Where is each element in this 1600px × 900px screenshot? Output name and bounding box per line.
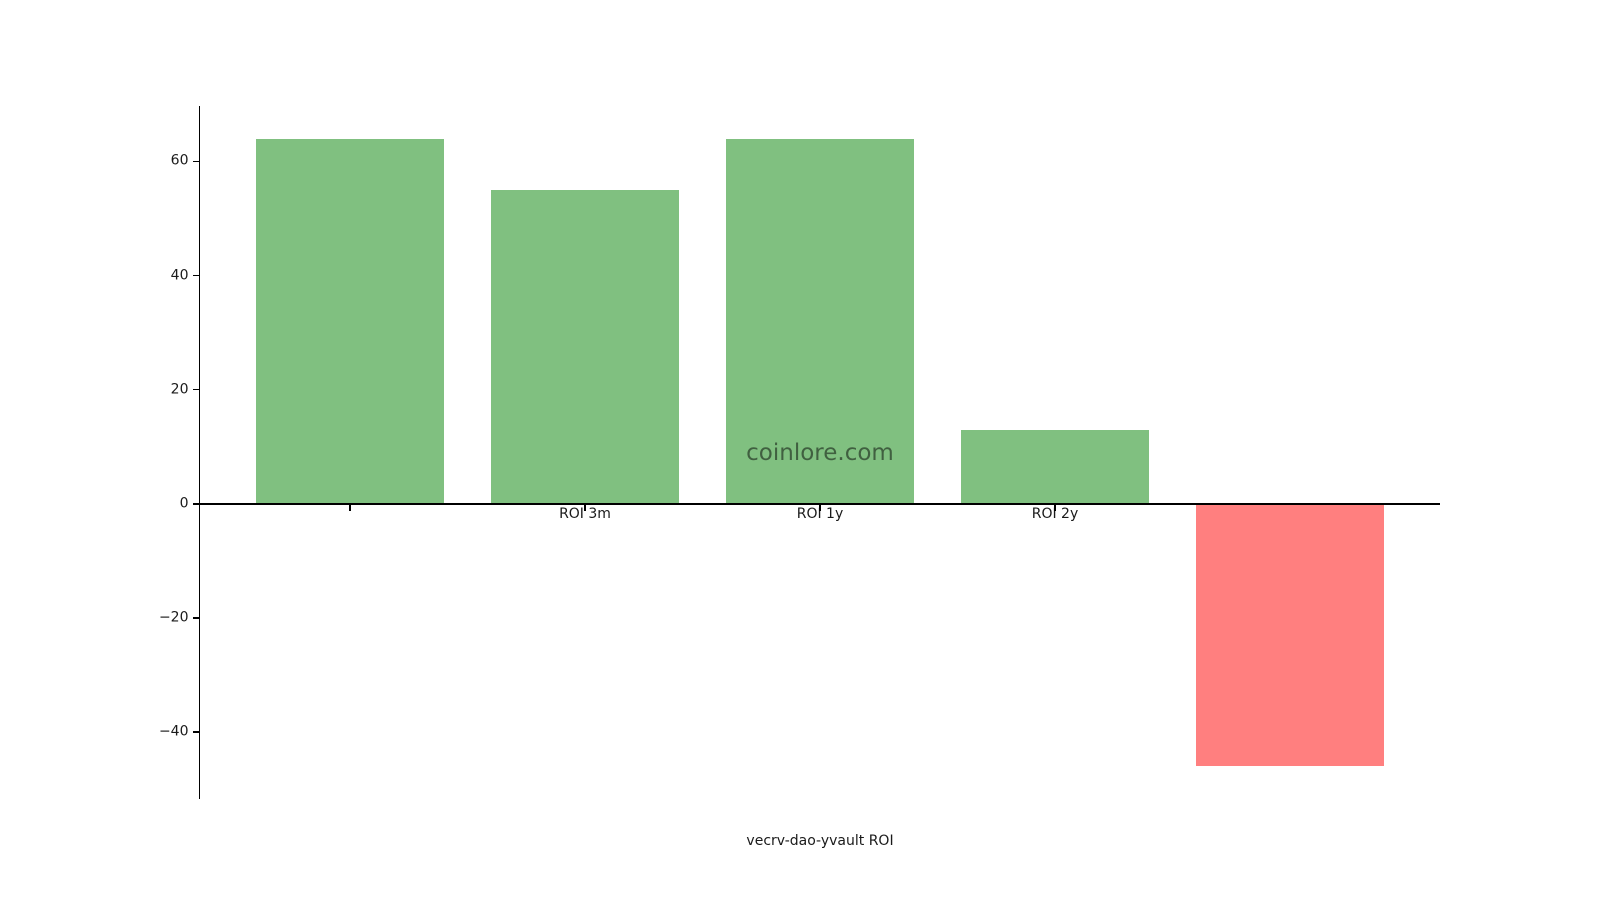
bar-roi-2y bbox=[961, 429, 1149, 504]
chart-title: vecrv-dao-yvault ROI bbox=[746, 833, 894, 849]
bar-category-5 bbox=[1196, 503, 1384, 767]
y-tick-mark bbox=[192, 160, 199, 163]
x-tick-mark bbox=[819, 503, 821, 511]
y-axis-spine bbox=[198, 106, 200, 799]
y-tick-mark bbox=[192, 731, 199, 733]
y-tick-label: 0 bbox=[179, 495, 189, 512]
y-tick-label: 20 bbox=[170, 381, 189, 398]
x-tick-mark bbox=[1054, 503, 1056, 511]
y-tick-label: 60 bbox=[170, 152, 189, 169]
bar-roi-1y bbox=[726, 138, 914, 504]
y-tick-mark bbox=[192, 503, 199, 505]
y-tick-mark bbox=[192, 388, 199, 391]
x-tick-mark bbox=[349, 503, 351, 511]
bar-roi-3m bbox=[491, 189, 679, 504]
y-tick-mark bbox=[192, 274, 199, 277]
x-tick-label: ROI 3m bbox=[559, 505, 611, 522]
bar-category-1 bbox=[256, 138, 444, 504]
y-tick-label: −40 bbox=[158, 723, 189, 740]
x-tick-label: ROI 1y bbox=[796, 505, 844, 522]
y-tick-label: −20 bbox=[158, 609, 189, 626]
y-tick-label: 40 bbox=[170, 266, 189, 283]
y-tick-mark bbox=[192, 617, 199, 619]
x-tick-mark bbox=[584, 503, 586, 511]
x-tick-label: ROI 2y bbox=[1031, 505, 1079, 522]
watermark-text: coinlore.com bbox=[746, 439, 894, 466]
